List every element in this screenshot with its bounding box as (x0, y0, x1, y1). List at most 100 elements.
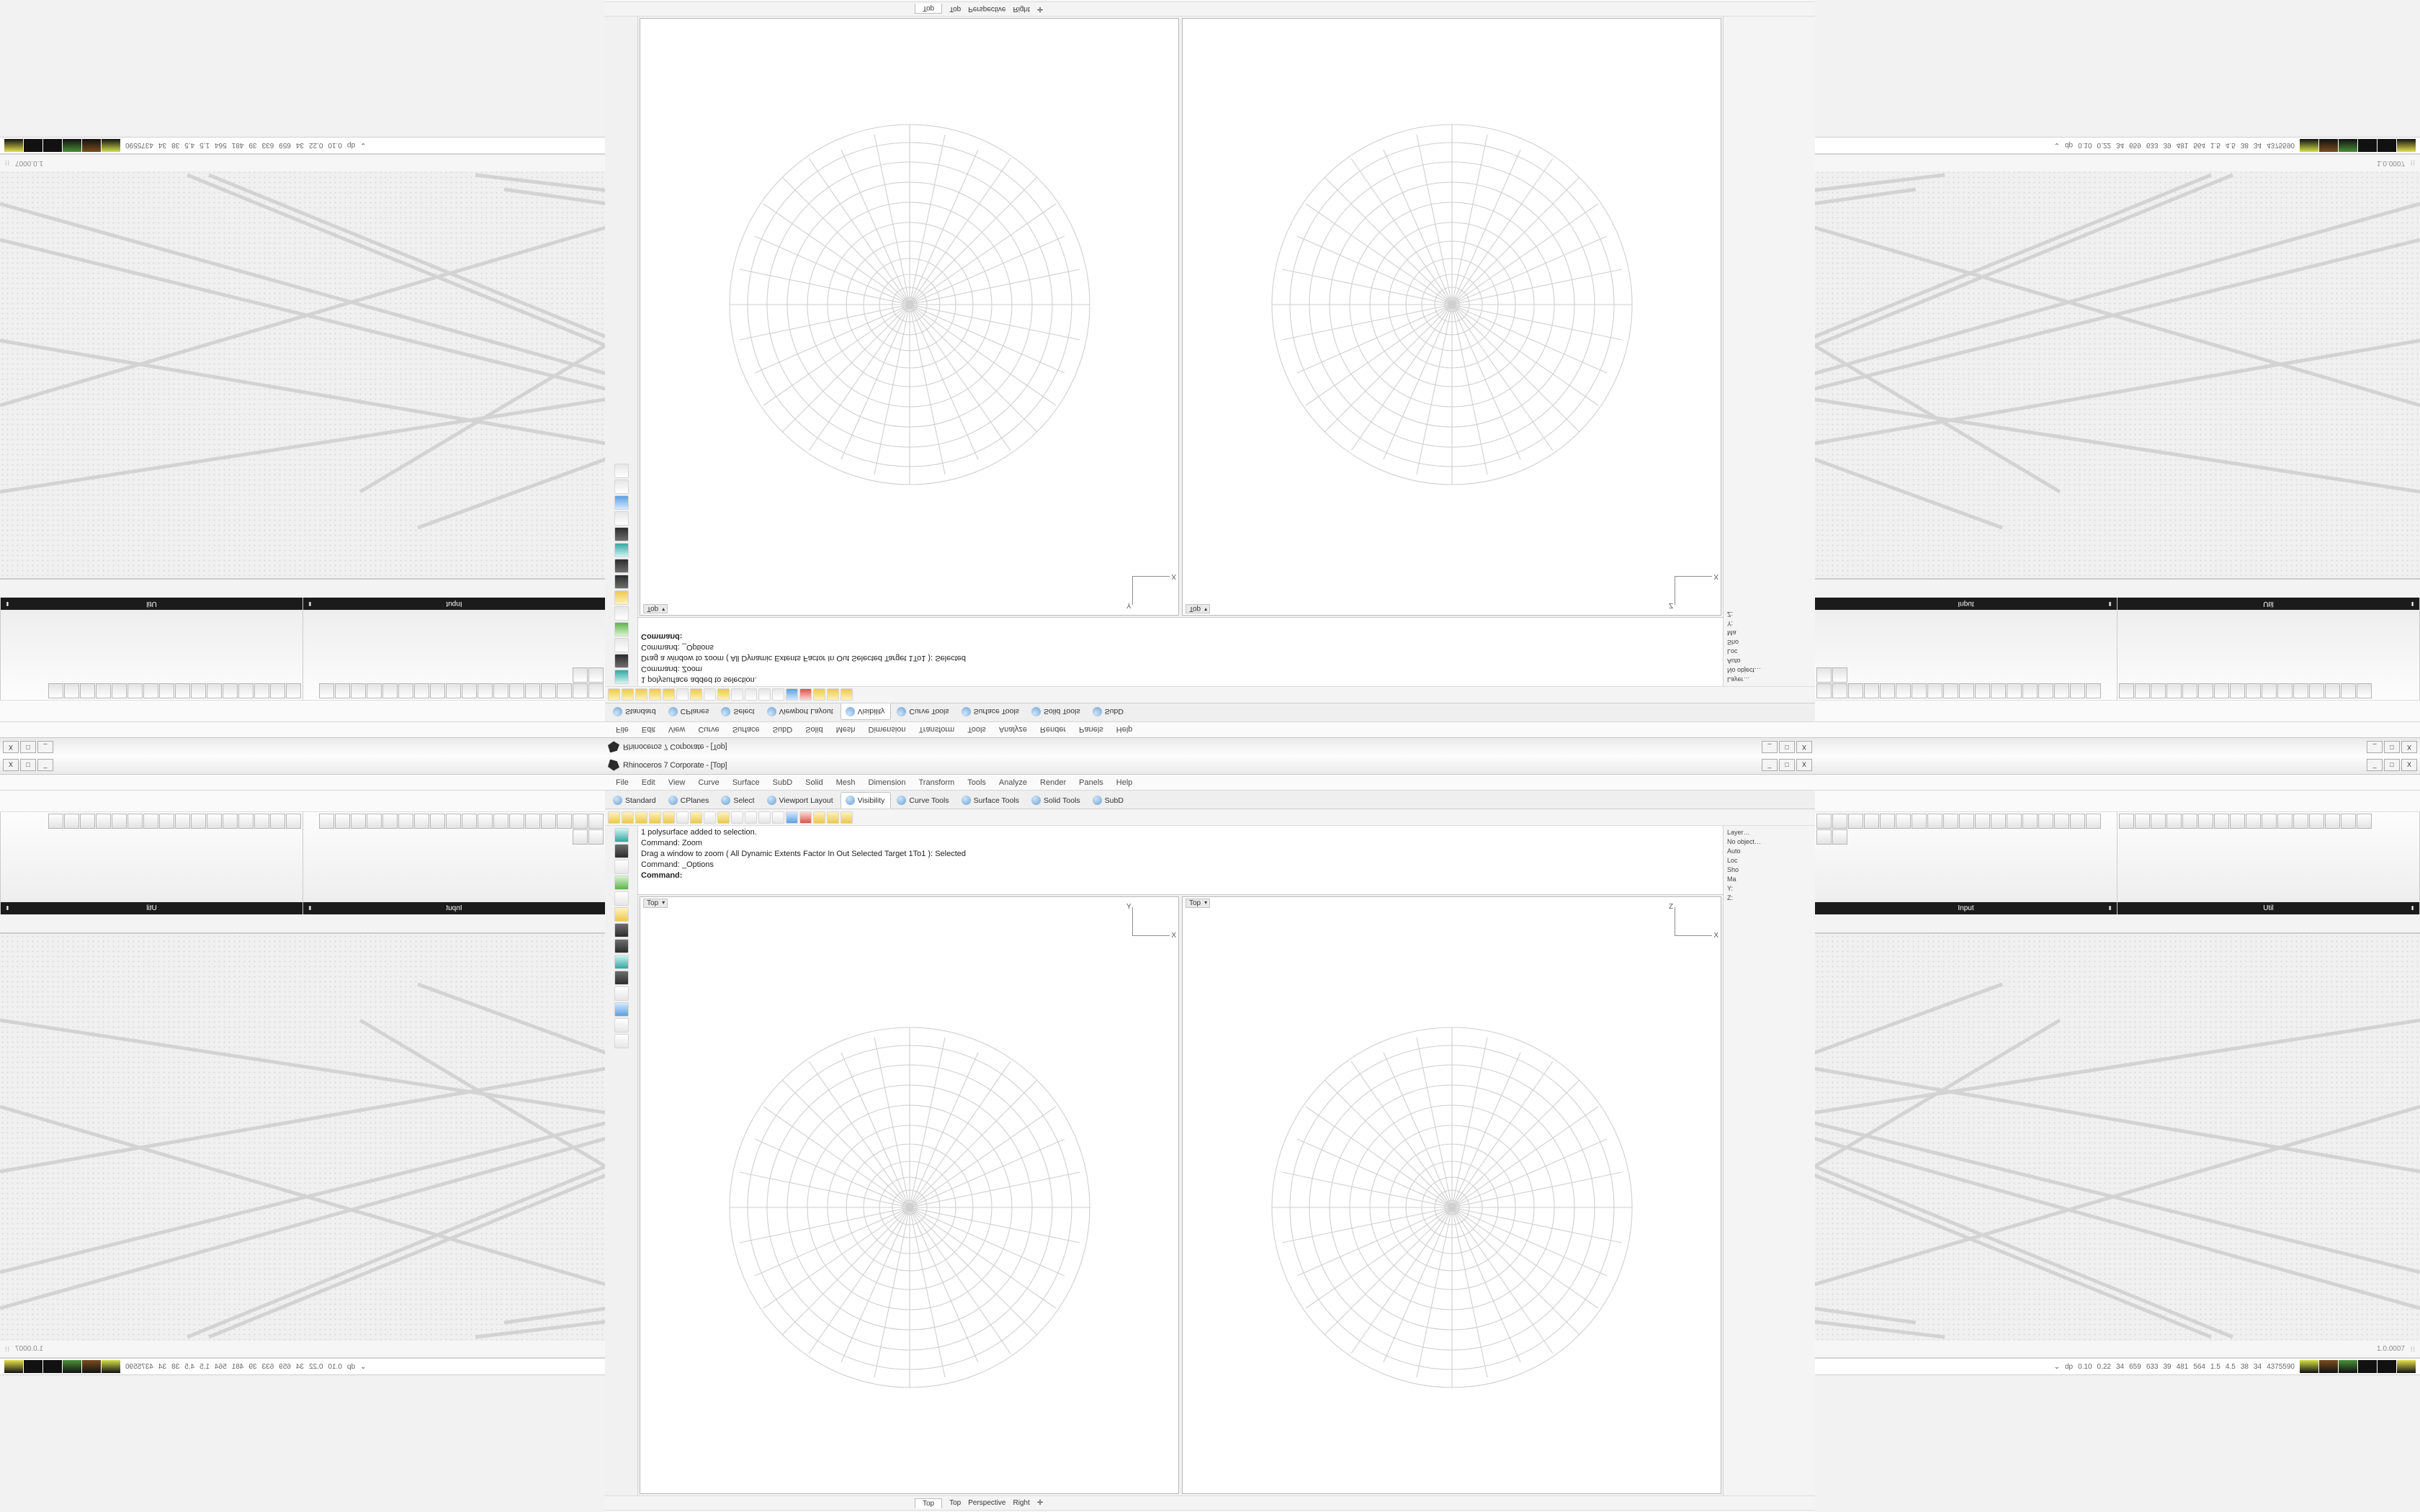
input-comp-icon[interactable] (573, 829, 588, 845)
util-comp-icon[interactable] (207, 683, 222, 698)
util-component-grid[interactable] (1, 610, 302, 700)
util-comp-icon[interactable] (2309, 683, 2324, 698)
folder-icon[interactable] (614, 590, 629, 605)
input-comp-icon[interactable] (573, 667, 588, 683)
axes-hide-icon[interactable] (799, 811, 812, 824)
util-comp-icon[interactable] (2293, 814, 2308, 829)
right-panel-row[interactable]: Y: (1727, 885, 1734, 892)
command-prompt[interactable]: Command: (641, 632, 683, 641)
unlock-selected-icon[interactable] (717, 688, 730, 701)
util-comp-icon[interactable] (2214, 683, 2229, 698)
util-comp-icon[interactable] (2119, 683, 2134, 698)
input-comp-icon[interactable] (1880, 814, 1895, 829)
input-comp-icon[interactable] (1912, 683, 1927, 698)
resize-grip-icon[interactable]: ⁞⁞ (4, 159, 10, 167)
input-comp-icon[interactable] (1848, 683, 1863, 698)
right-panel-row[interactable]: Layer… (1727, 676, 1750, 683)
util-comp-icon[interactable] (2230, 814, 2245, 829)
input-comp-icon[interactable] (541, 814, 556, 829)
rhino-menubar[interactable]: File Edit View Curve Surface SubD Solid … (605, 775, 1815, 791)
input-comp-icon[interactable] (1880, 683, 1895, 698)
rhino-menu-help[interactable]: Help (1116, 778, 1133, 787)
input-comp-icon[interactable] (430, 683, 445, 698)
input-comp-icon[interactable] (541, 683, 556, 698)
right-panel-row[interactable]: Loc (1727, 857, 1738, 864)
panel-title-input[interactable]: Input (1815, 598, 2117, 610)
util-comp-icon[interactable] (2166, 683, 2182, 698)
input-comp-icon[interactable] (1864, 683, 1879, 698)
light-on-icon[interactable] (827, 811, 839, 824)
add-viewport-icon[interactable]: ✛ (1036, 1499, 1044, 1507)
hide-selected-icon[interactable] (663, 811, 675, 824)
grid-hide-icon[interactable] (772, 688, 784, 701)
rhino-tab-surface-tools[interactable]: Surface Tools (956, 703, 1026, 720)
rhino-menu-transform[interactable]: Transform (918, 725, 955, 734)
rhino-menu-render[interactable]: Render (1040, 725, 1067, 734)
right-panel-row[interactable]: Sho (1727, 866, 1739, 873)
input-comp-icon[interactable] (382, 683, 398, 698)
rhino-menu-panels[interactable]: Panels (1079, 725, 1103, 734)
layers-icon[interactable] (614, 891, 629, 906)
input-comp-icon[interactable] (2007, 683, 2022, 698)
maximize-button[interactable]: □ (1779, 759, 1795, 771)
input-component-grid[interactable] (1815, 610, 2117, 700)
input-comp-icon[interactable] (1816, 829, 1832, 845)
rhino-menu-tools[interactable]: Tools (967, 778, 986, 787)
render-icon[interactable] (614, 622, 629, 636)
input-comp-icon[interactable] (2054, 814, 2069, 829)
rhino-visibility-toolbar[interactable] (605, 809, 1815, 826)
viewport-tab-right[interactable]: Right (1013, 1499, 1030, 1507)
util-comp-icon[interactable] (2166, 814, 2182, 829)
input-comp-icon[interactable] (1991, 814, 2006, 829)
rhino-tab-viewport-layout[interactable]: Viewport Layout (762, 703, 840, 720)
util-comp-icon[interactable] (2182, 814, 2197, 829)
rhino-window-buttons[interactable]: _ □ X (1762, 759, 1812, 771)
viewport-tab-perspective[interactable]: Perspective (968, 5, 1006, 13)
rgb-icon[interactable] (614, 860, 629, 874)
rhino-menu-curve[interactable]: Curve (698, 778, 720, 787)
input-comp-icon[interactable] (1896, 683, 1911, 698)
input-comp-icon[interactable] (573, 814, 588, 829)
light-off-icon[interactable] (841, 688, 853, 701)
input-comp-icon[interactable] (319, 814, 334, 829)
panel-title-util[interactable]: Util (1, 598, 302, 610)
util-comp-icon[interactable] (191, 814, 206, 829)
axes-hide-icon[interactable] (799, 688, 812, 701)
input-comp-icon[interactable] (1832, 683, 1847, 698)
util-component-grid[interactable] (1, 812, 302, 902)
rhino-left-toolbar[interactable] (605, 826, 638, 1495)
minimize-button[interactable]: _ (2367, 741, 2383, 753)
util-comp-icon[interactable] (2214, 814, 2229, 829)
rhino-osnap-bar[interactable]: End Near Point Mid Cen Int Perp Tan Quad… (605, 0, 1815, 2)
show-selected-icon[interactable] (649, 688, 661, 701)
light-off-icon[interactable] (841, 811, 853, 824)
rhino-tab-curve-tools[interactable]: Curve Tools (892, 792, 955, 809)
input-comp-icon[interactable] (588, 829, 604, 845)
viewport-label[interactable]: Top (1186, 604, 1211, 613)
input-comp-icon[interactable] (1912, 814, 1927, 829)
cplane-visible-icon[interactable] (786, 688, 798, 701)
material-icon[interactable] (614, 955, 629, 969)
util-comp-icon[interactable] (2119, 814, 2134, 829)
lock-selected-icon[interactable] (704, 688, 716, 701)
right-panel-row[interactable]: Ma (1727, 629, 1736, 636)
util-comp-icon[interactable] (48, 814, 63, 829)
input-comp-icon[interactable] (1943, 683, 1958, 698)
input-comp-icon[interactable] (462, 683, 477, 698)
input-comp-icon[interactable] (446, 814, 461, 829)
resize-grip-icon[interactable]: ⁞⁞ (2410, 159, 2416, 167)
panel-title-util[interactable]: Util (2118, 902, 2419, 914)
right-panel-row[interactable]: Y: (1727, 620, 1734, 627)
input-comp-icon[interactable] (1816, 814, 1832, 829)
input-comp-icon[interactable] (319, 683, 334, 698)
right-panel-rows[interactable]: Layer… No object… Auto Loc Sho Ma Y: Z: (1724, 826, 1815, 904)
show-objects-icon[interactable] (608, 688, 620, 701)
rhino-menu-dimension[interactable]: Dimension (868, 778, 906, 787)
unlock-selected-icon[interactable] (717, 811, 730, 824)
input-comp-icon[interactable] (509, 683, 524, 698)
util-comp-icon[interactable] (2198, 683, 2213, 698)
viewport-tab-top-1[interactable]: Top (915, 4, 943, 14)
input-comp-icon[interactable] (1991, 683, 2006, 698)
util-comp-icon[interactable] (270, 814, 285, 829)
chevron-down-icon[interactable]: ⌄ (360, 1362, 367, 1371)
